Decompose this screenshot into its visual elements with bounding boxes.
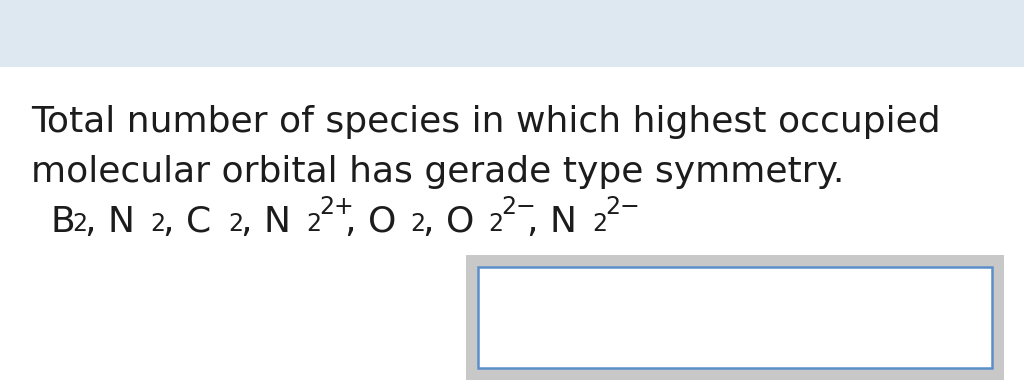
Text: 2−: 2− [605, 195, 640, 219]
Text: 2: 2 [73, 212, 87, 236]
Text: 2: 2 [488, 212, 503, 236]
Text: 2+: 2+ [319, 195, 354, 219]
Text: 2: 2 [592, 212, 607, 236]
Text: 2: 2 [306, 212, 322, 236]
Text: Total number of species in which highest occupied: Total number of species in which highest… [31, 105, 940, 139]
Text: , O: , O [423, 205, 475, 239]
Text: B: B [51, 205, 76, 239]
Text: 2−: 2− [502, 195, 536, 219]
Text: , O: , O [345, 205, 396, 239]
Text: 2: 2 [151, 212, 165, 236]
FancyBboxPatch shape [466, 255, 1004, 380]
Text: , C: , C [164, 205, 212, 239]
Text: , N: , N [85, 205, 135, 239]
Text: 2: 2 [411, 212, 425, 236]
Text: , N: , N [242, 205, 292, 239]
Text: molecular orbital has gerade type symmetry.: molecular orbital has gerade type symmet… [31, 155, 844, 189]
Text: , N: , N [527, 205, 578, 239]
FancyBboxPatch shape [0, 0, 1024, 66]
FancyBboxPatch shape [478, 267, 991, 368]
Text: 2: 2 [228, 212, 244, 236]
